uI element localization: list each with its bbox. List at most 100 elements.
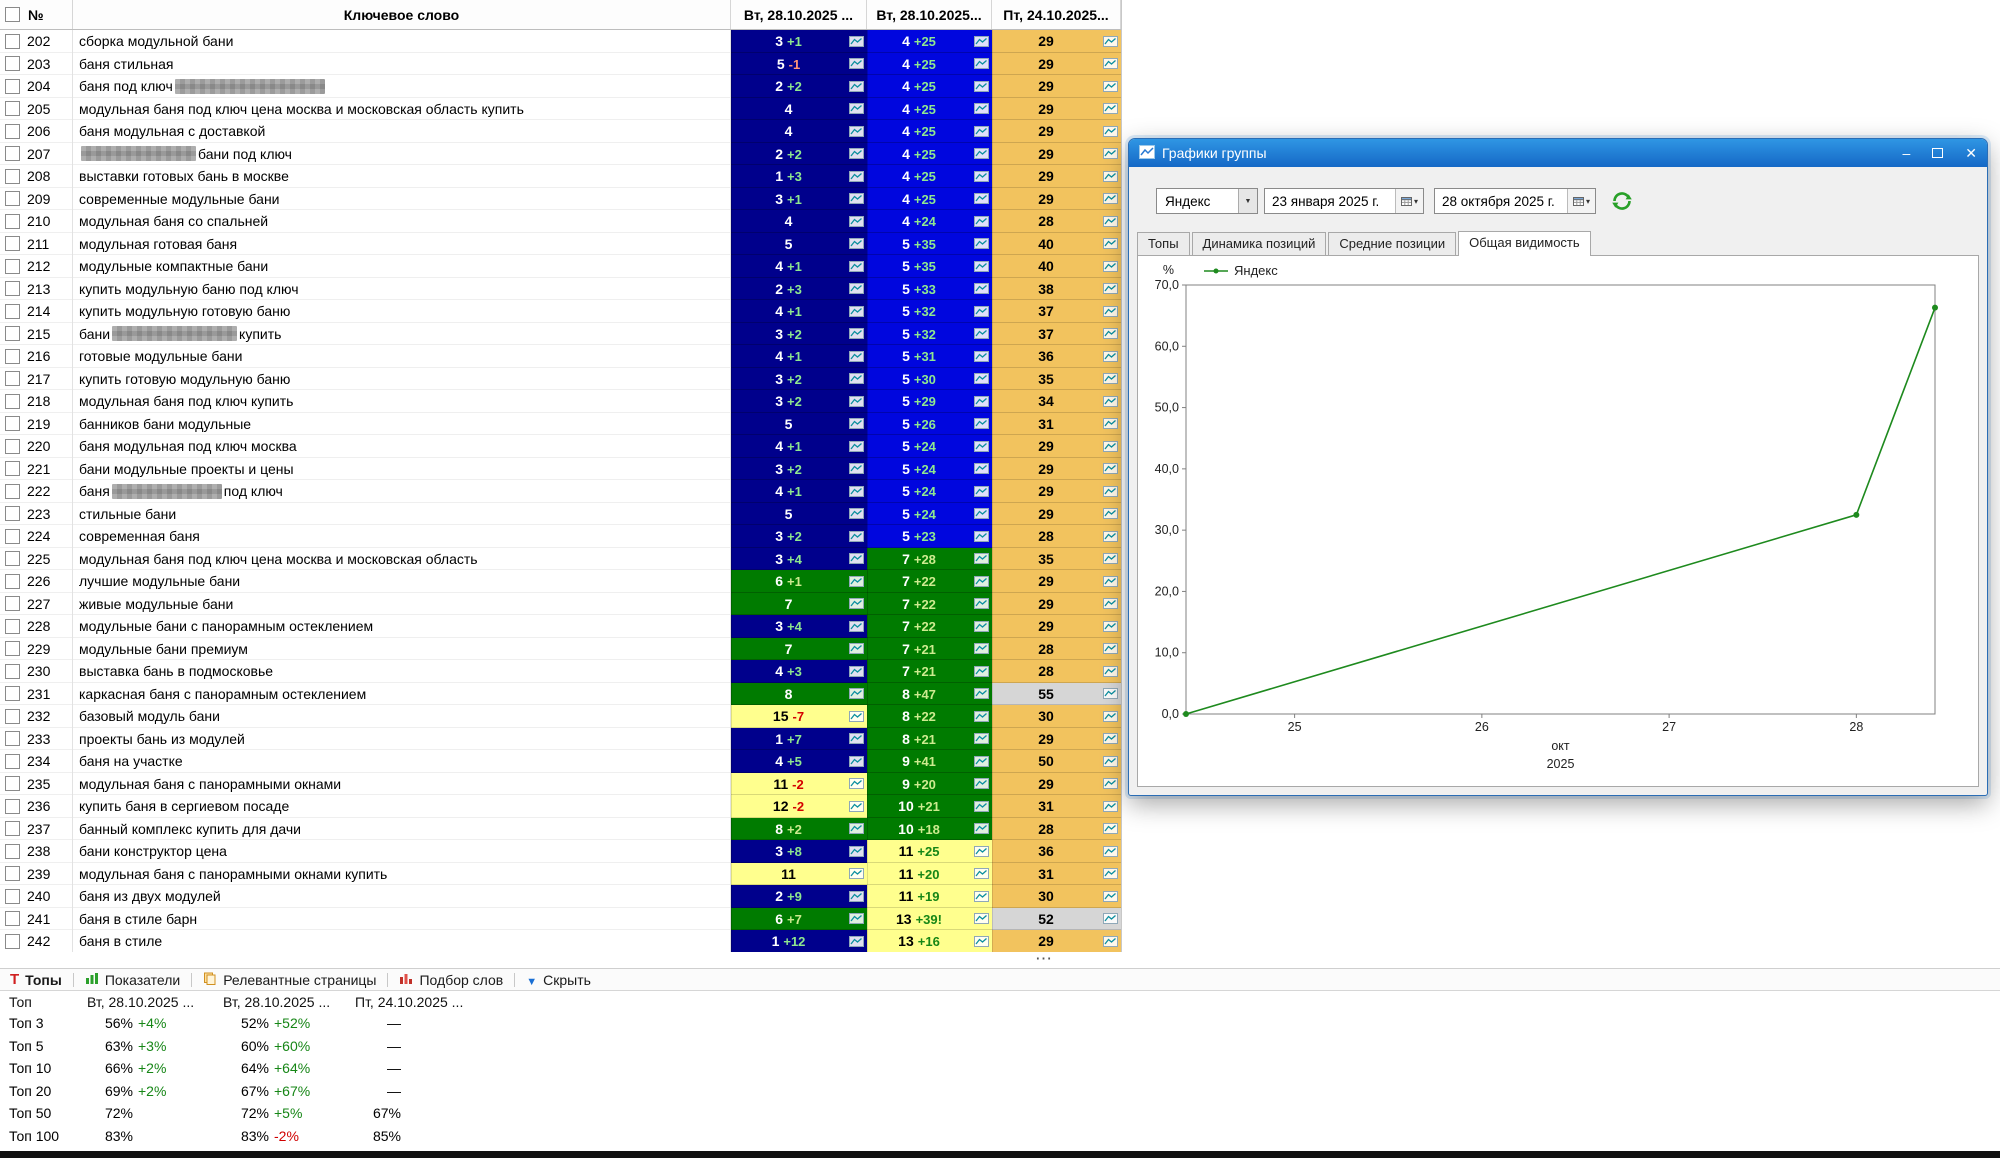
row-checkbox[interactable]: [5, 78, 20, 94]
sparkline-icon[interactable]: [1100, 215, 1121, 227]
calendar-dropdown-icon[interactable]: ▾: [1567, 189, 1595, 213]
more-rows-indicator[interactable]: ⋯: [1035, 949, 1053, 968]
position-cell[interactable]: 31: [992, 412, 1121, 435]
sparkline-icon[interactable]: [971, 148, 992, 160]
position-cell[interactable]: 29: [992, 435, 1121, 458]
row-checkbox[interactable]: [5, 596, 20, 612]
position-cell[interactable]: 29: [992, 165, 1121, 188]
row-checkbox[interactable]: [5, 56, 20, 72]
position-cell[interactable]: 7 +21: [867, 637, 992, 660]
position-cell[interactable]: 34: [992, 390, 1121, 413]
position-cell[interactable]: 29: [992, 930, 1121, 953]
table-row[interactable]: 234 баня на участке 4 +5 9 +41 50: [0, 750, 1121, 773]
position-cell[interactable]: 4 +25: [867, 52, 992, 75]
sparkline-icon[interactable]: [1100, 328, 1121, 340]
row-checkbox[interactable]: [5, 371, 20, 387]
row-checkbox[interactable]: [5, 618, 20, 634]
table-row[interactable]: 242 баня в стиле 1 +12 13 +16 29: [0, 930, 1121, 953]
sparkline-icon[interactable]: [846, 103, 867, 115]
sparkline-icon[interactable]: [846, 688, 867, 700]
position-cell[interactable]: 7 +22: [867, 570, 992, 593]
position-cell[interactable]: 29: [992, 52, 1121, 75]
sparkline-icon[interactable]: [846, 170, 867, 182]
sparkline-icon[interactable]: [1100, 800, 1121, 812]
position-cell[interactable]: 30: [992, 885, 1121, 908]
sparkline-icon[interactable]: [971, 260, 992, 272]
table-splitter[interactable]: ⋯: [0, 949, 1122, 968]
position-cell[interactable]: 3 +2: [731, 525, 867, 548]
position-cell[interactable]: 4 +25: [867, 187, 992, 210]
row-checkbox[interactable]: [5, 573, 20, 589]
sparkline-icon[interactable]: [971, 530, 992, 542]
row-checkbox[interactable]: [5, 686, 20, 702]
bottom-tab-hide[interactable]: ▼ Скрыть: [526, 972, 591, 988]
sparkline-icon[interactable]: [1100, 620, 1121, 632]
bottom-tab-metrics[interactable]: Показатели: [85, 972, 180, 988]
row-checkbox[interactable]: [5, 866, 20, 882]
position-cell[interactable]: 29: [992, 502, 1121, 525]
sparkline-icon[interactable]: [971, 800, 992, 812]
row-checkbox[interactable]: [5, 708, 20, 724]
sparkline-icon[interactable]: [1100, 778, 1121, 790]
sparkline-icon[interactable]: [846, 598, 867, 610]
table-row[interactable]: 215 бани купить 3 +2 5 +32 37: [0, 322, 1121, 345]
row-checkbox[interactable]: [5, 888, 20, 904]
position-cell[interactable]: 4: [731, 210, 867, 233]
position-cell[interactable]: 4 +24: [867, 210, 992, 233]
position-cell[interactable]: 3 +2: [731, 322, 867, 345]
table-row[interactable]: 218 модульная баня под ключ купить 3 +2 5 +29…: [0, 390, 1121, 413]
table-row[interactable]: 213 купить модульную баню под ключ 2 +3 5 +33…: [0, 277, 1121, 300]
table-row[interactable]: 206 баня модульная с доставкой 4 4 +25 29: [0, 120, 1121, 143]
position-cell[interactable]: 4 +1: [731, 300, 867, 323]
row-checkbox[interactable]: [5, 461, 20, 477]
sparkline-icon[interactable]: [846, 868, 867, 880]
table-row[interactable]: 241 баня в стиле барн 6 +7 13 +39! 52: [0, 907, 1121, 930]
position-cell[interactable]: 12 -2: [731, 795, 867, 818]
table-row[interactable]: 203 баня стильная 5 -1 4 +25 29: [0, 52, 1121, 75]
sparkline-icon[interactable]: [846, 890, 867, 902]
table-row[interactable]: 230 выставка бань в подмосковье 4 +3 7 +21 28: [0, 660, 1121, 683]
row-checkbox[interactable]: [5, 731, 20, 747]
sparkline-icon[interactable]: [1100, 418, 1121, 430]
position-cell[interactable]: 5 +23: [867, 525, 992, 548]
table-row[interactable]: 225 модульная баня под ключ цена москва и…: [0, 547, 1121, 570]
position-cell[interactable]: 29: [992, 480, 1121, 503]
row-checkbox[interactable]: [5, 258, 20, 274]
position-cell[interactable]: 8 +21: [867, 727, 992, 750]
sparkline-icon[interactable]: [846, 665, 867, 677]
sparkline-icon[interactable]: [971, 688, 992, 700]
sparkline-icon[interactable]: [971, 418, 992, 430]
sparkline-icon[interactable]: [971, 58, 992, 70]
sparkline-icon[interactable]: [971, 215, 992, 227]
sparkline-icon[interactable]: [846, 508, 867, 520]
row-checkbox[interactable]: [5, 438, 20, 454]
row-checkbox[interactable]: [5, 101, 20, 117]
window-tab[interactable]: Средние позиции: [1328, 232, 1457, 255]
sparkline-icon[interactable]: [846, 778, 867, 790]
position-cell[interactable]: 31: [992, 862, 1121, 885]
table-row[interactable]: 217 купить готовую модульную баню 3 +2 5 +30 3…: [0, 367, 1121, 390]
sparkline-icon[interactable]: [971, 463, 992, 475]
sparkline-icon[interactable]: [1100, 733, 1121, 745]
sparkline-icon[interactable]: [971, 508, 992, 520]
position-cell[interactable]: 37: [992, 300, 1121, 323]
sparkline-icon[interactable]: [1100, 710, 1121, 722]
position-cell[interactable]: 8 +22: [867, 705, 992, 728]
table-row[interactable]: 208 выставки готовых бань в москве 1 +3 4 +25…: [0, 165, 1121, 188]
position-cell[interactable]: 38: [992, 277, 1121, 300]
table-row[interactable]: 224 современная баня 3 +2 5 +23 28: [0, 525, 1121, 548]
position-cell[interactable]: 29: [992, 120, 1121, 143]
sparkline-icon[interactable]: [1100, 598, 1121, 610]
position-cell[interactable]: 8 +2: [731, 817, 867, 840]
position-cell[interactable]: 29: [992, 727, 1121, 750]
position-cell[interactable]: 6 +1: [731, 570, 867, 593]
sparkline-icon[interactable]: [1100, 170, 1121, 182]
position-cell[interactable]: 29: [992, 75, 1121, 98]
row-checkbox[interactable]: [5, 551, 20, 567]
sparkline-icon[interactable]: [971, 710, 992, 722]
sparkline-icon[interactable]: [1100, 283, 1121, 295]
position-cell[interactable]: 2 +2: [731, 75, 867, 98]
table-row[interactable]: 223 стильные бани 5 5 +24 29: [0, 502, 1121, 525]
position-cell[interactable]: 52: [992, 907, 1121, 930]
position-cell[interactable]: 29: [992, 772, 1121, 795]
